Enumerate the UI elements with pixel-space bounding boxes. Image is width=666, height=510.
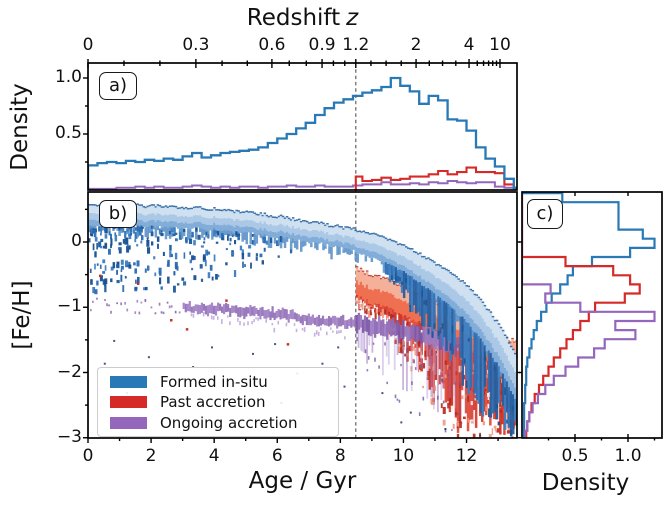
tick-label: 0	[82, 446, 94, 466]
tick-label: 0.5	[54, 123, 82, 143]
tick-label: 0.5	[561, 446, 589, 466]
tick-label: 0	[82, 35, 94, 55]
legend: Formed in-situ Past accretion Ongoing ac…	[97, 367, 339, 437]
tick-label: 10	[489, 35, 511, 55]
tick-label: 1.0	[614, 446, 642, 466]
tick-label: 0.9	[308, 35, 336, 55]
tick-label: 2	[145, 446, 157, 466]
legend-item-past: Past accretion	[98, 393, 338, 411]
top-axis-title-var: z	[346, 5, 359, 31]
panel-label-b: b)	[99, 200, 137, 228]
panel-label-c: c)	[527, 199, 563, 229]
tick-label: −1	[56, 296, 82, 317]
density-y-axis-title: Density	[7, 83, 33, 171]
past-color-patch	[110, 396, 147, 408]
tick-label: 4	[208, 446, 220, 466]
top-axis-title-word: Redshift	[246, 5, 341, 31]
tick-label: 0	[71, 231, 82, 251]
legend-item-insitu: Formed in-situ	[98, 373, 338, 391]
tick-label: 4	[463, 35, 475, 55]
panel-a-histograms	[88, 76, 517, 190]
tick-label: 0.3	[182, 35, 210, 55]
tick-label: 0.6	[258, 35, 286, 55]
age-x-axis-title: Age / Gyr	[248, 468, 357, 494]
top-axis-title: Redshift z	[88, 5, 517, 31]
tick-label: −3	[56, 426, 82, 447]
panel-b-density	[88, 203, 517, 438]
tick-label: 8	[334, 446, 346, 466]
tick-label: 6	[271, 446, 283, 466]
tick-label: 10	[392, 446, 415, 466]
tick-label: 1.2	[342, 35, 370, 55]
tick-label: 2	[410, 35, 422, 55]
legend-label-insitu: Formed in-situ	[160, 372, 268, 391]
legend-item-ongoing: Ongoing accretion	[98, 414, 338, 432]
panel-c-histograms	[522, 192, 656, 438]
legend-label-past: Past accretion	[160, 393, 266, 411]
tick-label: 1.0	[54, 67, 82, 87]
density-x-axis-title: Density	[541, 470, 630, 496]
tick-label: 12	[455, 446, 478, 466]
feh-y-axis-title: [Fe/H]	[9, 280, 35, 350]
legend-label-ongoing: Ongoing accretion	[160, 413, 298, 432]
insitu-color-patch	[110, 375, 147, 388]
ongoing-color-patch	[110, 416, 147, 429]
panel-label-a: a)	[99, 72, 137, 100]
tick-label: −2	[56, 361, 82, 382]
